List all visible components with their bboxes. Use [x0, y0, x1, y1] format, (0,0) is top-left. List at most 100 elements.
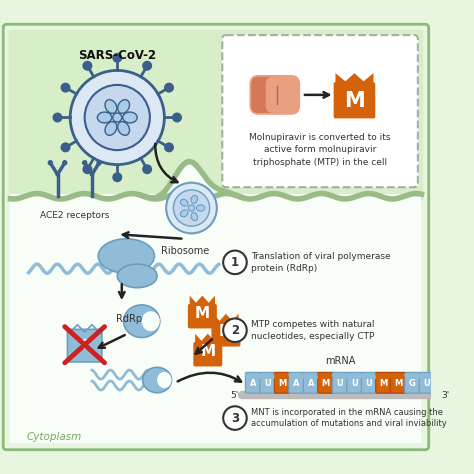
Ellipse shape: [118, 100, 129, 113]
Circle shape: [82, 61, 92, 71]
Circle shape: [223, 406, 247, 430]
Text: M: M: [200, 344, 215, 358]
FancyBboxPatch shape: [289, 373, 304, 393]
FancyBboxPatch shape: [274, 373, 290, 393]
Ellipse shape: [143, 367, 172, 393]
Text: Translation of viral polymerase
protein (RdRp): Translation of viral polymerase protein …: [251, 252, 391, 273]
Circle shape: [173, 190, 210, 226]
FancyBboxPatch shape: [332, 373, 347, 393]
Circle shape: [47, 160, 53, 165]
Text: RdRp: RdRp: [116, 314, 143, 324]
Text: 3': 3': [441, 391, 450, 400]
Text: M: M: [195, 306, 210, 320]
Text: 1: 1: [231, 256, 239, 269]
FancyBboxPatch shape: [188, 304, 217, 328]
FancyBboxPatch shape: [303, 373, 319, 393]
FancyBboxPatch shape: [390, 373, 406, 393]
Text: MNT is incorporated in the mRNA causing the
accumulation of mutations and viral : MNT is incorporated in the mRNA causing …: [251, 408, 447, 428]
Text: MTP competes with natural
nucleotides, especially CTP: MTP competes with natural nucleotides, e…: [251, 320, 375, 341]
FancyBboxPatch shape: [361, 373, 377, 393]
Polygon shape: [190, 296, 215, 306]
Text: 5': 5': [230, 391, 238, 400]
Text: G: G: [409, 379, 416, 388]
Ellipse shape: [105, 122, 117, 135]
Ellipse shape: [181, 210, 188, 217]
Circle shape: [53, 112, 63, 122]
Circle shape: [85, 85, 150, 150]
Text: SARS-CoV-2: SARS-CoV-2: [78, 49, 156, 63]
Circle shape: [112, 172, 122, 182]
FancyBboxPatch shape: [347, 373, 362, 393]
FancyBboxPatch shape: [251, 77, 284, 113]
Ellipse shape: [98, 239, 155, 273]
Circle shape: [172, 112, 182, 122]
FancyBboxPatch shape: [260, 373, 275, 393]
Text: U: U: [365, 379, 372, 388]
FancyBboxPatch shape: [334, 82, 375, 118]
Text: Molnupiravir is converted to its
active form molnupiravir
triphosphate (MTP) in : Molnupiravir is converted to its active …: [249, 133, 391, 167]
Ellipse shape: [123, 112, 137, 123]
Ellipse shape: [191, 213, 198, 220]
FancyBboxPatch shape: [211, 322, 240, 346]
Text: U: U: [264, 379, 271, 388]
Polygon shape: [142, 162, 241, 198]
FancyBboxPatch shape: [318, 373, 333, 393]
Circle shape: [61, 82, 71, 92]
Polygon shape: [213, 314, 238, 324]
Ellipse shape: [105, 100, 117, 113]
Text: A: A: [308, 379, 314, 388]
Circle shape: [142, 164, 152, 174]
Ellipse shape: [157, 372, 172, 388]
FancyBboxPatch shape: [249, 75, 300, 115]
Circle shape: [113, 113, 122, 122]
Circle shape: [164, 82, 174, 92]
Text: Cytoplasm: Cytoplasm: [27, 432, 82, 442]
Text: 2: 2: [231, 324, 239, 337]
Circle shape: [164, 142, 174, 152]
Text: M: M: [219, 324, 234, 338]
Circle shape: [96, 160, 102, 165]
Circle shape: [166, 182, 217, 233]
FancyBboxPatch shape: [3, 24, 428, 450]
Ellipse shape: [142, 311, 160, 331]
Circle shape: [188, 205, 195, 211]
Circle shape: [61, 142, 71, 152]
FancyBboxPatch shape: [9, 30, 423, 201]
Circle shape: [82, 164, 92, 174]
Text: A: A: [293, 379, 300, 388]
Text: U: U: [423, 379, 430, 388]
Ellipse shape: [118, 122, 129, 135]
Ellipse shape: [124, 305, 160, 337]
Text: M: M: [379, 379, 388, 388]
Text: mRNA: mRNA: [325, 356, 355, 366]
Ellipse shape: [117, 264, 157, 288]
Ellipse shape: [181, 199, 188, 206]
Text: C: C: [80, 338, 90, 352]
Text: Ribosome: Ribosome: [161, 246, 209, 256]
FancyBboxPatch shape: [67, 329, 102, 362]
FancyBboxPatch shape: [405, 373, 420, 393]
FancyBboxPatch shape: [419, 373, 435, 393]
FancyBboxPatch shape: [246, 373, 261, 393]
Polygon shape: [336, 73, 374, 84]
Circle shape: [70, 71, 164, 164]
Ellipse shape: [197, 205, 205, 211]
Text: U: U: [337, 379, 343, 388]
Text: U: U: [351, 379, 358, 388]
Ellipse shape: [191, 195, 198, 203]
Circle shape: [142, 61, 152, 71]
FancyBboxPatch shape: [376, 373, 391, 393]
Circle shape: [223, 251, 247, 274]
Circle shape: [223, 319, 247, 342]
Circle shape: [112, 53, 122, 63]
Text: M: M: [278, 379, 286, 388]
Text: M: M: [394, 379, 402, 388]
Polygon shape: [195, 334, 220, 344]
Text: A: A: [250, 379, 256, 388]
FancyBboxPatch shape: [266, 77, 298, 113]
Ellipse shape: [97, 112, 112, 123]
Text: M: M: [344, 91, 365, 111]
FancyBboxPatch shape: [193, 342, 222, 366]
Bar: [10, 194, 421, 443]
Text: M: M: [321, 379, 329, 388]
